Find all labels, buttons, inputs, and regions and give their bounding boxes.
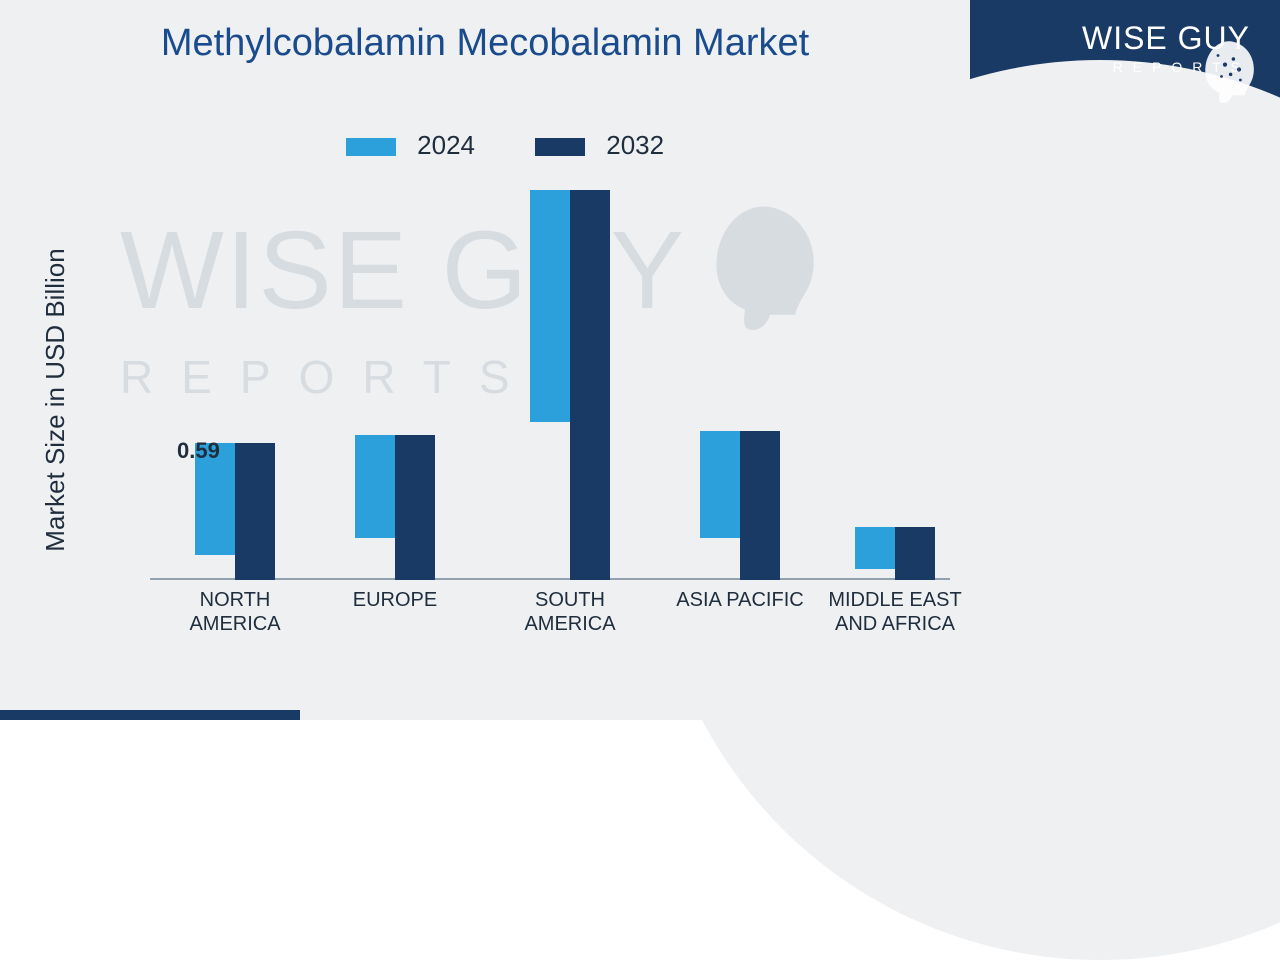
brand-logo: WISE GUY REPORTS [1082,20,1250,75]
bar-group [855,527,935,580]
x-axis-label: MIDDLE EAST AND AFRICA [825,588,965,636]
chart-title: Methylcobalamin Mecobalamin Market [0,22,970,65]
x-axis-label: NORTH AMERICA [165,588,305,636]
brand-head-icon [1190,38,1260,108]
bar-2032 [895,527,935,580]
page-root: WISE GUY REPORTS WISE GUY REPORTS Methyl… [0,0,1280,720]
bar-2032 [570,190,610,580]
legend-label-2024: 2024 [417,130,475,160]
legend-item-2032: 2032 [535,130,664,161]
bar-2032 [395,435,435,580]
bar-2024 [355,435,395,538]
footer-accent-bar [0,710,300,720]
legend: 2024 2032 [50,130,960,161]
bar-group [530,190,610,580]
bar-2024 [855,527,895,569]
bar-2032 [740,431,780,580]
legend-swatch-2032 [535,138,585,156]
bar-2024 [700,431,740,538]
x-axis-label: ASIA PACIFIC [670,588,810,612]
plot-area [150,180,950,580]
legend-label-2032: 2032 [606,130,664,160]
y-axis-label: Market Size in USD Billion [40,190,71,610]
bar-2032 [235,443,275,580]
x-axis-label: SOUTH AMERICA [500,588,640,636]
bar-value-label: 0.59 [177,438,220,464]
legend-swatch-2024 [346,138,396,156]
chart: Market Size in USD Billion 2024 2032 NOR… [50,130,960,710]
bar-2024 [530,190,570,422]
x-axis-label: EUROPE [325,588,465,612]
legend-item-2024: 2024 [346,130,475,161]
bar-group [355,435,435,580]
bar-group [700,431,780,580]
